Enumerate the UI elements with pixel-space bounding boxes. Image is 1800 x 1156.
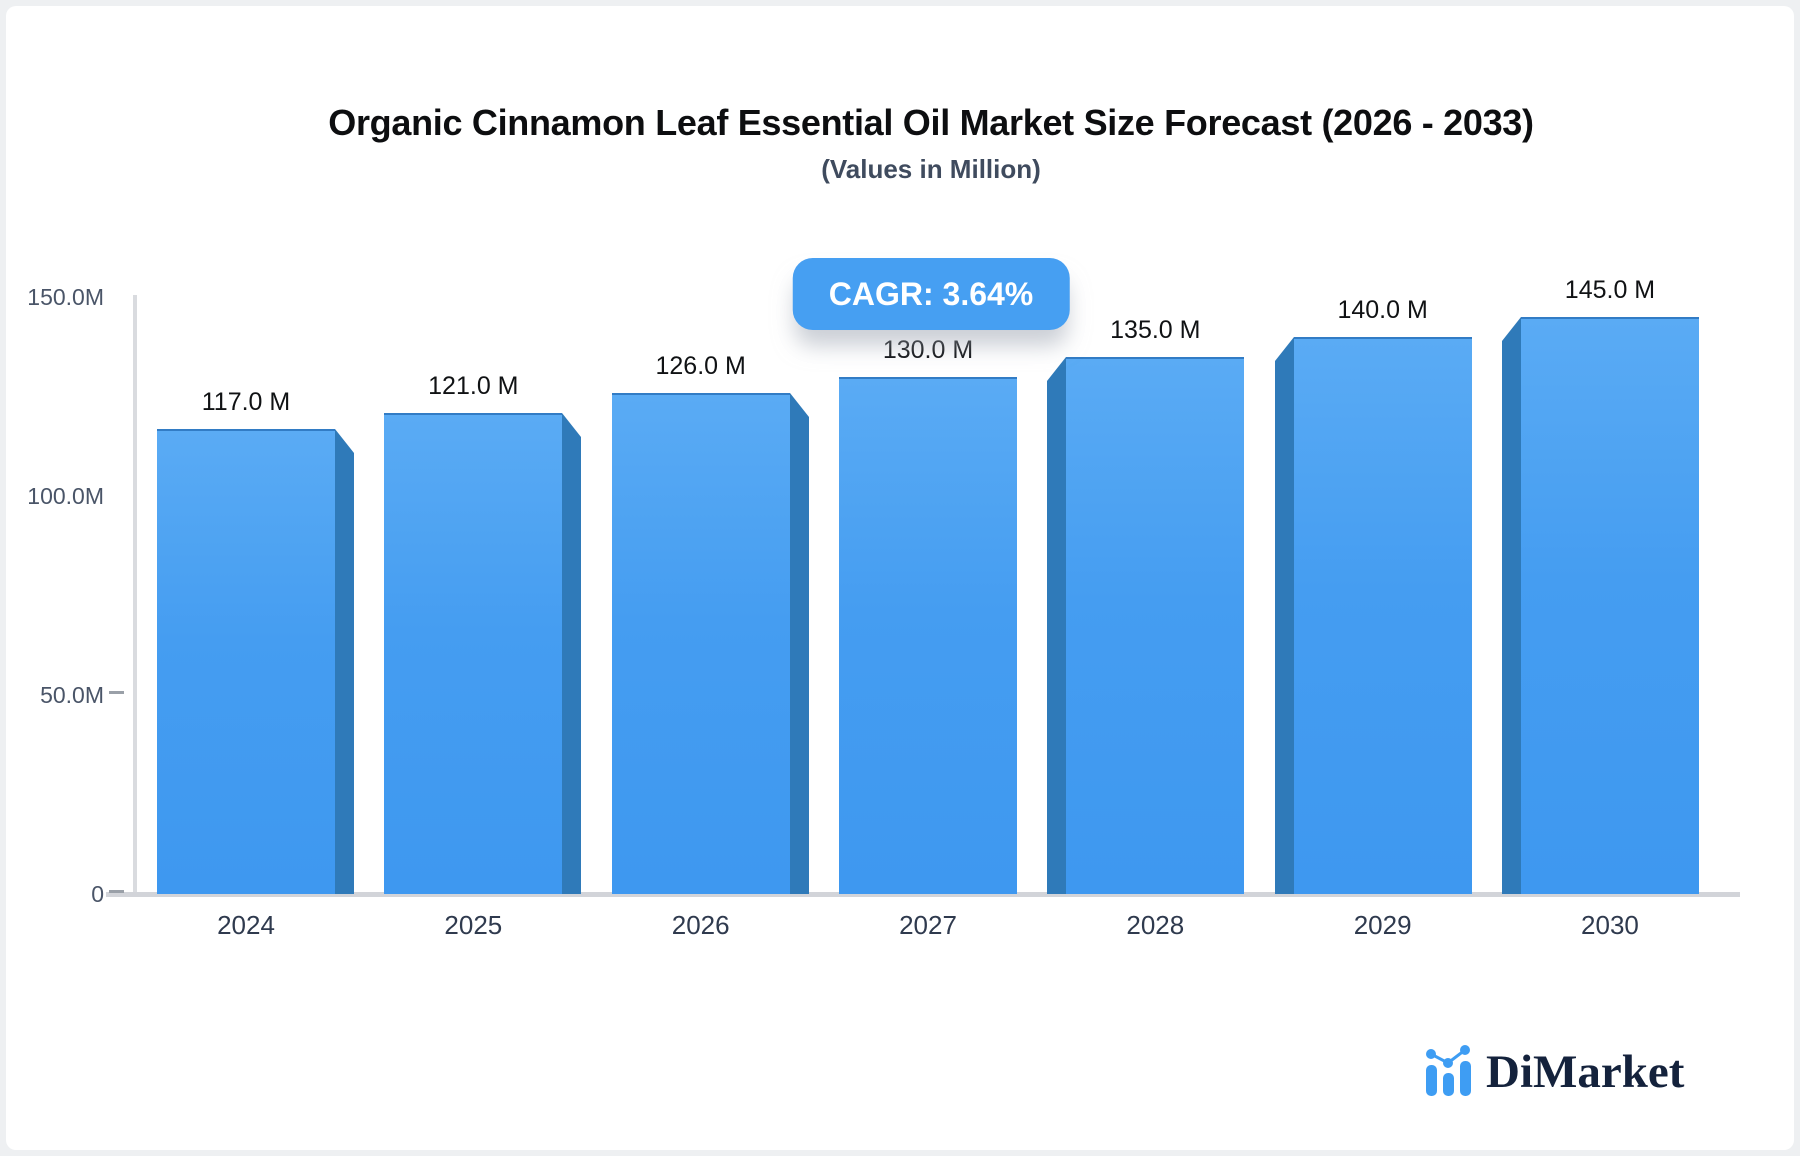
bar-value-label: 130.0 M xyxy=(882,336,974,364)
bar-chart-trend-icon xyxy=(1426,1045,1471,1096)
y-tick-mark xyxy=(109,691,124,694)
y-tick-mark xyxy=(109,890,124,893)
bar-value-label: 145.0 M xyxy=(1564,276,1656,304)
bar-value-label: 135.0 M xyxy=(1110,316,1201,344)
brand-logo-text: DiMarket xyxy=(1486,1046,1685,1098)
bar-value-label: 121.0 M xyxy=(428,372,519,400)
bar-2026[interactable] xyxy=(612,393,790,894)
bar-2028[interactable] xyxy=(1066,357,1244,894)
bar-value-label: 140.0 M xyxy=(1337,296,1428,324)
bar-3d-side xyxy=(1502,317,1521,894)
chart-card: Organic Cinnamon Leaf Essential Oil Mark… xyxy=(6,6,1794,1150)
bar-2024[interactable] xyxy=(157,429,335,894)
y-tick-label: 0 xyxy=(91,881,104,907)
x-axis-label: 2030 xyxy=(1581,910,1639,940)
x-axis-label: 2024 xyxy=(217,910,275,940)
chart-subtitle: (Values in Million) xyxy=(821,154,1041,184)
y-axis-line xyxy=(133,295,137,894)
x-axis-label: 2027 xyxy=(899,910,957,940)
x-axis-label: 2028 xyxy=(1126,910,1185,940)
bar-3d-side xyxy=(1047,357,1066,894)
x-axis-label: 2026 xyxy=(671,910,730,940)
bar-chart-plot-area: 150.0M 100.0M 50.0M 0 117.0 M 121.0 M 126.0 M… xyxy=(6,6,1794,1150)
bar-3d-side xyxy=(562,413,581,894)
x-axis-label: 2029 xyxy=(1353,910,1412,940)
x-axis-line xyxy=(106,892,1740,897)
bar-3d-side xyxy=(335,429,354,894)
chart-title: Organic Cinnamon Leaf Essential Oil Mark… xyxy=(328,102,1534,143)
x-axis-label: 2025 xyxy=(444,910,503,940)
y-tick-label: 100.0M xyxy=(27,483,104,509)
brand-logo[interactable]: DiMarket xyxy=(1424,1044,1684,1098)
cagr-badge: CAGR: 3.64% xyxy=(792,258,1070,330)
y-tick-label: 150.0M xyxy=(27,284,104,310)
bar-2025[interactable] xyxy=(384,413,562,894)
bar-2027[interactable] xyxy=(839,377,1017,894)
bar-3d-side xyxy=(790,393,809,894)
bar-value-label: 126.0 M xyxy=(655,352,746,380)
y-tick-label: 50.0M xyxy=(40,682,104,708)
bar-3d-side xyxy=(1275,337,1294,894)
bar-2030[interactable] xyxy=(1521,317,1699,894)
bar-value-label: 117.0 M xyxy=(201,388,291,416)
bar-2029[interactable] xyxy=(1294,337,1472,894)
